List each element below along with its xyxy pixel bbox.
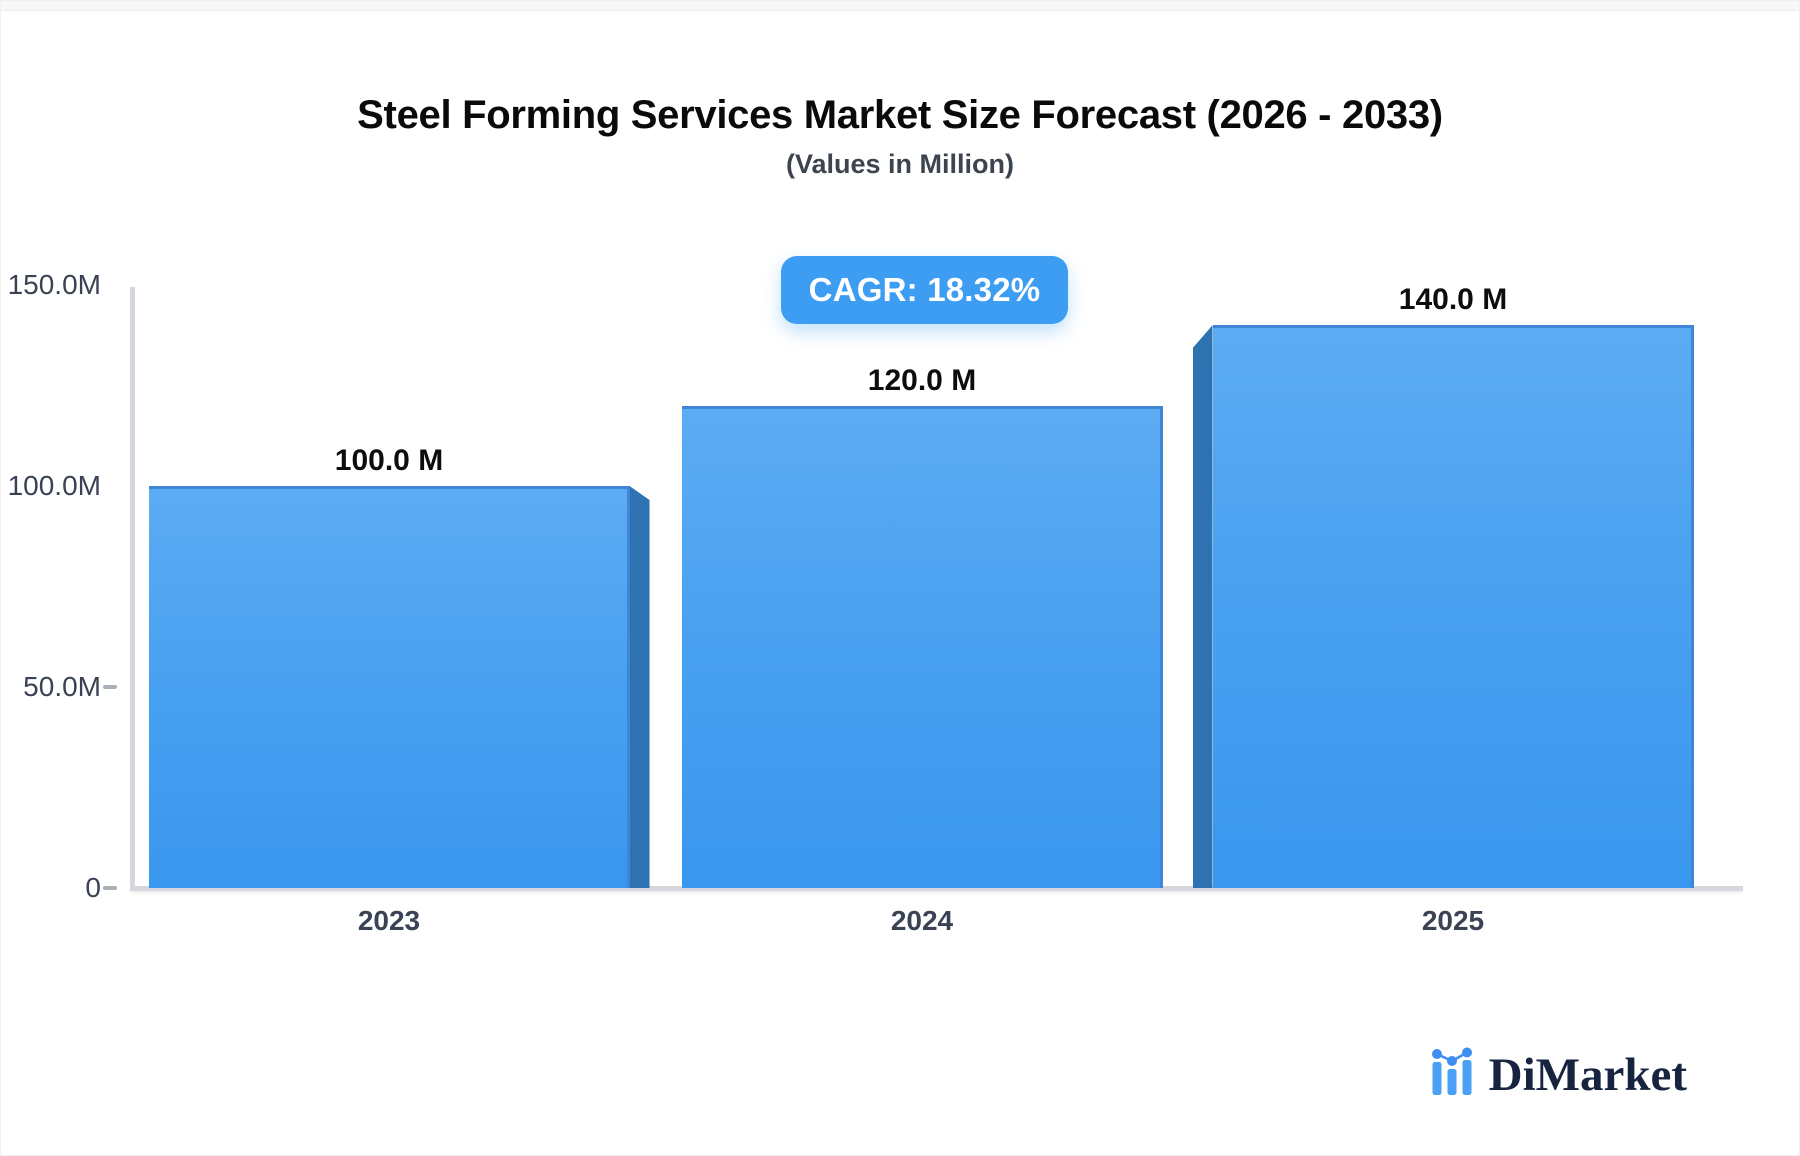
y-tick-label-50.0M: 50.0M <box>23 671 101 702</box>
y-tick-label-0: 0 <box>85 872 101 903</box>
brand-logo-text: DiMarket <box>1488 1049 1687 1101</box>
bar-2024 <box>681 405 1163 888</box>
y-tick-label-100.0M: 100.0M <box>7 470 101 501</box>
y-tick-dash-50.0M <box>103 685 117 689</box>
chart-subtitle: (Values in Million) <box>785 149 1015 179</box>
page-top-strip <box>1 1 1799 11</box>
bar-3d-side-2023 <box>629 486 650 888</box>
cagr-badge: CAGR: 18.32% <box>781 256 1068 324</box>
y-axis-line <box>130 287 135 888</box>
bar-value-label-2023: 100.0 M <box>334 444 444 477</box>
y-tick-label-150.0M: 150.0M <box>7 269 101 300</box>
x-axis-label-2025: 2025 <box>1421 905 1485 936</box>
bar-value-label-2024: 120.0 M <box>867 363 977 397</box>
x-axis-line <box>130 886 1743 891</box>
brand-logo: DiMarket <box>1431 1047 1687 1101</box>
bar-2023 <box>148 486 630 888</box>
bar-3d-side-2025 <box>1192 325 1213 888</box>
cagr-badge-label: CAGR: 18.32% <box>808 271 1041 308</box>
bar-2025 <box>1212 325 1694 888</box>
x-axis-label-2023: 2023 <box>357 905 421 936</box>
bar-line-chart-icon <box>1431 1047 1476 1097</box>
bar-value-label-2025: 140.0 M <box>1398 283 1508 317</box>
y-tick-dash-0 <box>103 886 117 890</box>
x-axis-label-2024: 2024 <box>890 905 954 936</box>
chart-title: Steel Forming Services Market Size Forec… <box>357 93 1443 137</box>
